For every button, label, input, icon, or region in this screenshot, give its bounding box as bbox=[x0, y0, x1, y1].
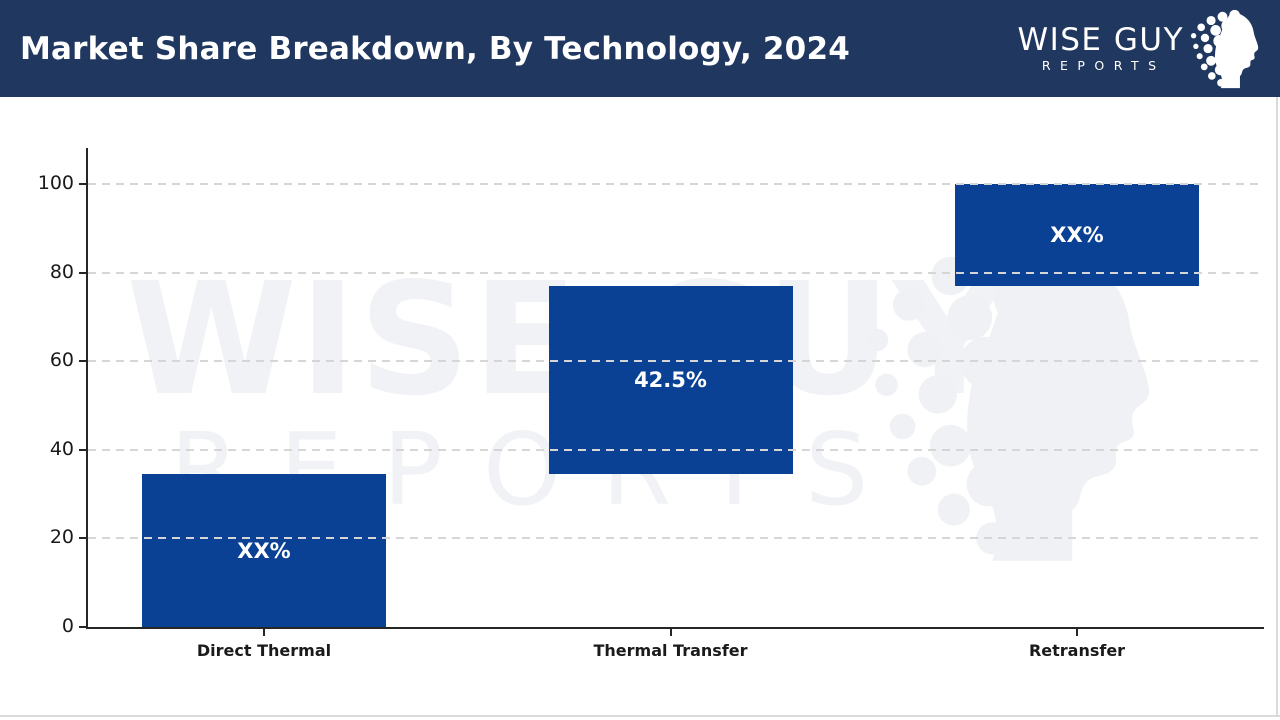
x-tick-mark bbox=[669, 629, 672, 636]
bar-thermal-transfer: 42.5% bbox=[548, 286, 793, 475]
bar-retransfer: XX% bbox=[955, 184, 1199, 287]
gridline-100 bbox=[88, 183, 1260, 186]
figure-border-right bbox=[1276, 97, 1278, 715]
y-tick-mark bbox=[79, 183, 86, 186]
header-bar: Market Share Breakdown, By Technology, 2… bbox=[0, 0, 1280, 97]
gridline-40 bbox=[88, 448, 1260, 451]
bar-value-label: XX% bbox=[1050, 223, 1104, 248]
x-tick-mark bbox=[1076, 629, 1078, 636]
gridline-20 bbox=[88, 537, 1260, 540]
gridline-60 bbox=[88, 360, 1260, 363]
brand-tagline: REPORTS bbox=[1041, 57, 1166, 73]
x-category-label: Retransfer bbox=[1028, 641, 1126, 660]
y-tick-mark bbox=[79, 271, 86, 274]
chart-title: Market Share Breakdown, By Technology, 2… bbox=[20, 30, 850, 67]
brand-text: WISE GUY REPORTS bbox=[1017, 21, 1184, 73]
bar-value-label: XX% bbox=[237, 538, 291, 563]
bar-value-label: 42.5% bbox=[634, 368, 707, 393]
brand-name: WISE GUY bbox=[1017, 21, 1184, 58]
y-tick-label: 0 bbox=[61, 615, 74, 637]
x-category-label: Thermal Transfer bbox=[593, 641, 748, 660]
y-tick-mark bbox=[79, 360, 86, 363]
brand-face-icon bbox=[1186, 9, 1262, 89]
y-axis-line bbox=[86, 148, 88, 629]
y-tick-label: 40 bbox=[49, 437, 74, 460]
bar-direct-thermal: XX% bbox=[142, 474, 386, 627]
y-tick-mark bbox=[79, 537, 86, 540]
y-tick-mark bbox=[79, 626, 86, 628]
y-tick-mark bbox=[79, 448, 86, 451]
y-tick-label: 100 bbox=[37, 172, 74, 195]
x-category-label: Direct Thermal bbox=[196, 641, 332, 660]
brand-logo: WISE GUY REPORTS bbox=[1017, 9, 1262, 89]
x-axis-line bbox=[86, 627, 1264, 629]
gridline-80 bbox=[88, 271, 1260, 274]
y-tick-label: 80 bbox=[49, 260, 74, 283]
x-tick-mark bbox=[263, 629, 265, 636]
y-tick-label: 60 bbox=[49, 349, 74, 372]
y-tick-label: 20 bbox=[49, 526, 74, 549]
figure-border-bottom bbox=[0, 715, 1280, 717]
